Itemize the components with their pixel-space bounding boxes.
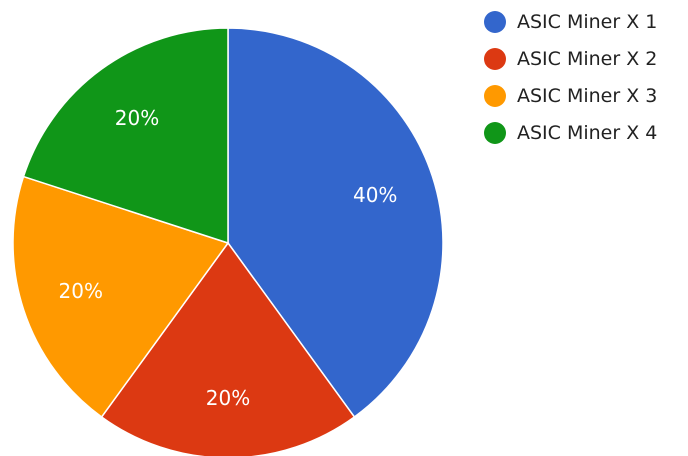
pie-slice-1 <box>227 27 444 418</box>
legend-item: ASIC Miner X 1 <box>484 11 657 33</box>
slice-data-label-2: 20% <box>206 386 250 410</box>
pie-slice-4 <box>22 27 229 245</box>
legend-item: ASIC Miner X 2 <box>484 48 657 70</box>
legend-label-1: ASIC Miner X 1 <box>517 11 657 33</box>
slice-data-label-4: 20% <box>115 106 159 130</box>
legend-label-2: ASIC Miner X 2 <box>517 48 657 70</box>
legend-swatch-2 <box>484 48 506 70</box>
legend-swatch-3 <box>484 85 506 107</box>
pie-slice-2 <box>100 241 356 456</box>
legend: ASIC Miner X 1 ASIC Miner X 2 ASIC Miner X… <box>484 11 657 144</box>
legend-swatch-1 <box>484 11 506 33</box>
pie-slice-3 <box>12 175 230 418</box>
pie-slices <box>12 27 444 456</box>
legend-label-4: ASIC Miner X 4 <box>517 122 657 144</box>
legend-item: ASIC Miner X 4 <box>484 122 657 144</box>
legend-item: ASIC Miner X 3 <box>484 85 657 107</box>
legend-swatch-4 <box>484 122 506 144</box>
pie-slice-labels: 40% 20% 20% 20% <box>59 106 398 410</box>
legend-label-3: ASIC Miner X 3 <box>517 85 657 107</box>
slice-data-label-3: 20% <box>59 279 103 303</box>
slice-data-label-1: 40% <box>353 183 397 207</box>
